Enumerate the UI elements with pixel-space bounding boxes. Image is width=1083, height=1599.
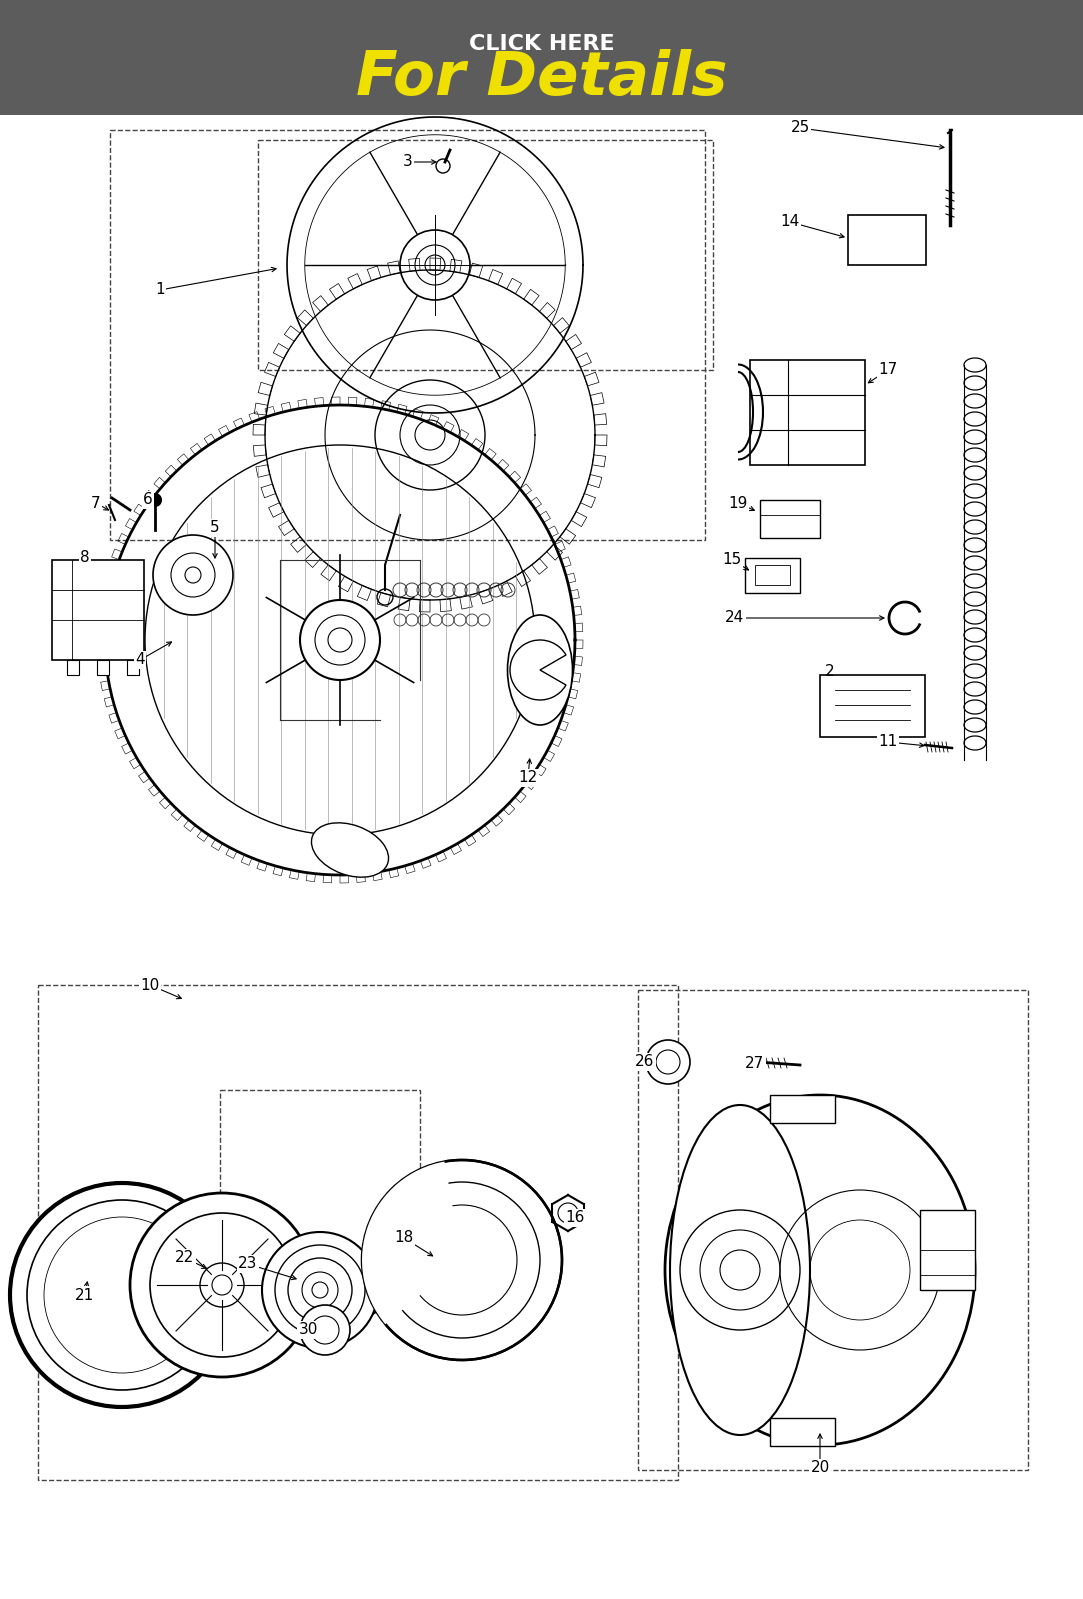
Circle shape [362,1159,562,1361]
Bar [770,1095,835,1122]
Text: 8: 8 [80,550,90,566]
Bar [127,660,139,675]
Ellipse shape [670,1105,810,1434]
Circle shape [130,1193,314,1377]
Bar [97,660,109,675]
Circle shape [400,230,470,301]
Text: 19: 19 [728,496,747,510]
Text: 11: 11 [878,734,898,750]
Circle shape [10,1183,234,1407]
Text: CLICK HERE: CLICK HERE [469,34,614,54]
Text: 2: 2 [825,665,835,680]
Text: 5: 5 [210,521,220,536]
Text: 3: 3 [403,155,413,169]
Wedge shape [510,640,566,700]
Wedge shape [362,1161,462,1324]
Circle shape [645,1039,690,1084]
Bar [745,558,800,593]
Bar [760,500,820,537]
Ellipse shape [665,1095,975,1445]
Ellipse shape [508,616,573,724]
Bar [755,564,790,585]
Bar [770,1418,835,1445]
Text: 17: 17 [878,363,898,377]
Text: 25: 25 [791,120,810,136]
Text: For Details: For Details [355,48,728,107]
Circle shape [262,1231,378,1348]
Text: 16: 16 [565,1210,585,1225]
Text: 20: 20 [810,1460,830,1476]
Circle shape [300,1305,350,1354]
Text: 26: 26 [636,1054,655,1070]
Text: 15: 15 [722,553,742,568]
Text: 30: 30 [298,1322,317,1337]
Text: 4: 4 [135,652,145,667]
Text: 7: 7 [91,496,101,510]
Bar [220,1091,420,1310]
Bar [848,214,926,265]
Bar [751,360,865,465]
Text: 6: 6 [143,492,153,507]
Bar [919,1210,975,1290]
Circle shape [300,600,380,680]
Bar [0,0,1083,115]
Text: 12: 12 [519,771,537,785]
Circle shape [149,494,161,505]
Text: 18: 18 [394,1231,414,1246]
Text: 10: 10 [141,977,159,993]
Bar [258,141,713,369]
Bar [67,660,79,675]
Bar [638,990,1028,1469]
Bar [820,675,925,737]
Bar [110,130,705,540]
Text: 23: 23 [238,1257,258,1271]
Text: 22: 22 [175,1250,195,1265]
Text: 21: 21 [76,1287,94,1303]
Circle shape [153,536,233,616]
Text: 27: 27 [745,1055,765,1070]
Text: 1: 1 [155,283,165,297]
Bar [38,985,678,1481]
Bar [52,560,144,660]
Ellipse shape [312,823,389,878]
Text: 14: 14 [781,214,799,230]
Text: 24: 24 [726,611,745,625]
